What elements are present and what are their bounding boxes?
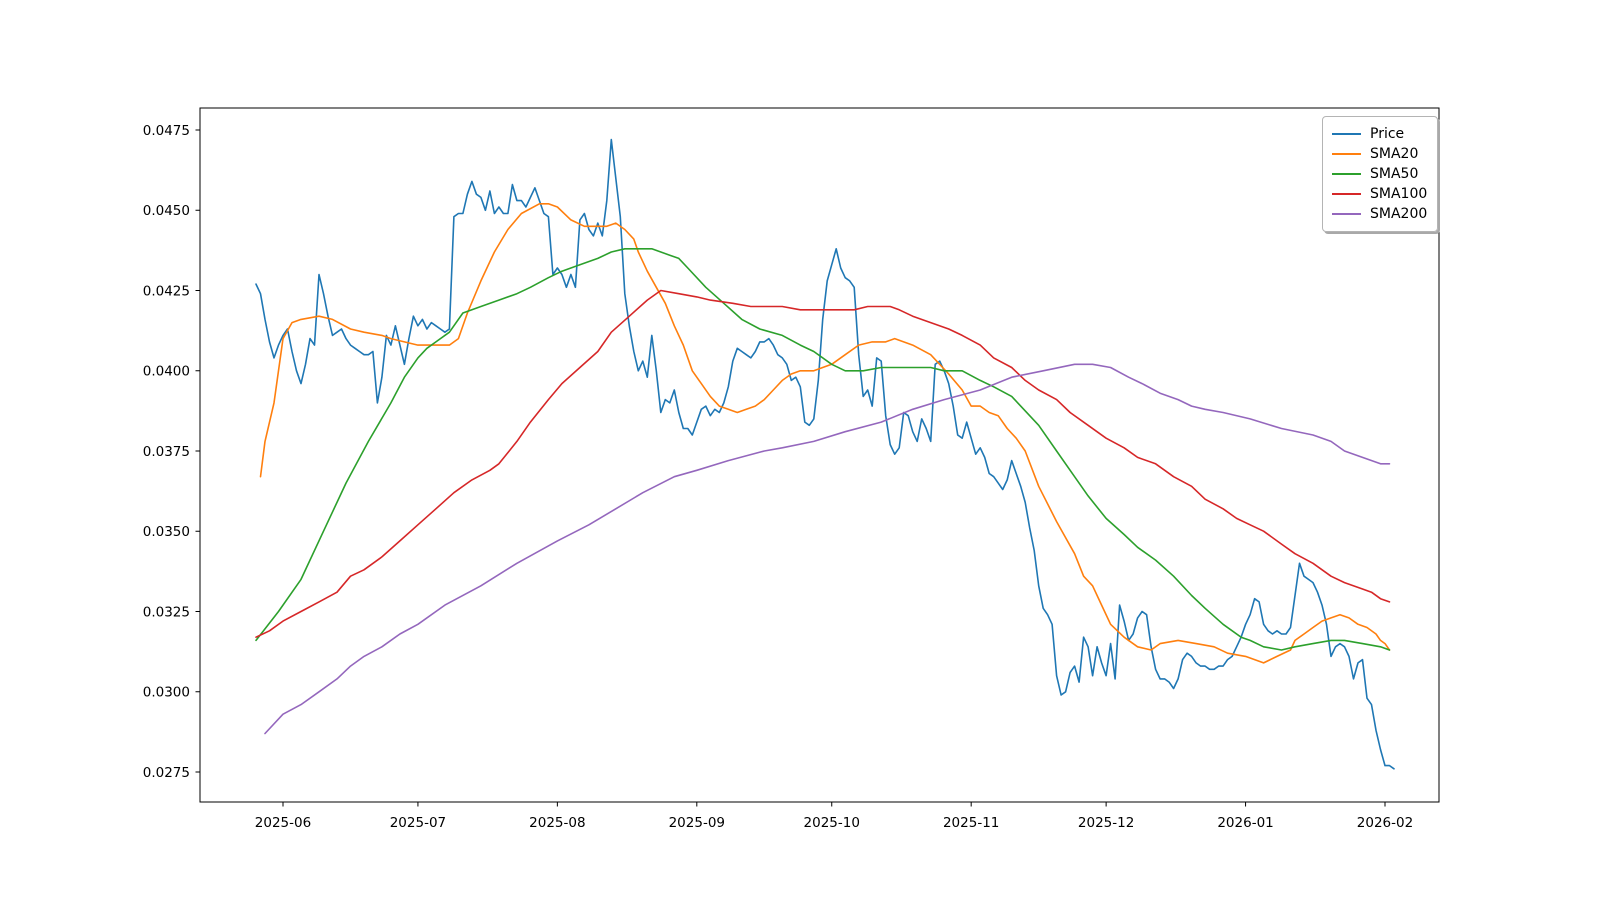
- legend-item-sma20: SMA20: [1332, 144, 1427, 164]
- x-tick-label: 2025-09: [669, 815, 725, 831]
- legend-label: SMA100: [1370, 186, 1428, 202]
- legend-line-sample: [1332, 133, 1361, 135]
- series-line-sma200: [264, 363, 1391, 735]
- y-tick-label: 0.0475: [143, 123, 190, 139]
- y-tick-label: 0.0350: [143, 524, 190, 540]
- legend-line-sample: [1332, 213, 1361, 215]
- legend-item-price: Price: [1332, 124, 1427, 144]
- legend-label: SMA20: [1370, 146, 1419, 162]
- y-tick-label: 0.0300: [143, 685, 190, 701]
- legend-item-sma200: SMA200: [1332, 204, 1427, 224]
- y-tick-label: 0.0325: [143, 604, 190, 620]
- y-tick-label: 0.0450: [143, 203, 190, 219]
- y-tick-label: 0.0375: [143, 444, 190, 460]
- series-line-sma100: [255, 289, 1391, 639]
- x-tick-label: 2025-12: [1078, 815, 1134, 831]
- x-tick-label: 2025-06: [255, 815, 311, 831]
- legend: Price SMA20 SMA50 SMA100 SMA200: [1322, 116, 1439, 232]
- y-tick-label: 0.0275: [143, 765, 190, 781]
- x-tick-label: 2026-01: [1217, 815, 1273, 831]
- legend-label: SMA200: [1370, 206, 1428, 222]
- series-line-price: [255, 138, 1395, 770]
- x-tick-label: 2025-08: [529, 815, 585, 831]
- legend-line-sample: [1332, 193, 1361, 195]
- x-tick-label: 2026-02: [1357, 815, 1413, 831]
- y-tick-label: 0.0400: [143, 364, 190, 380]
- y-tick-label: 0.0425: [143, 283, 190, 299]
- plot-frame: [199, 107, 1440, 803]
- legend-item-sma50: SMA50: [1332, 164, 1427, 184]
- legend-line-sample: [1332, 153, 1361, 155]
- legend-label: SMA50: [1370, 166, 1419, 182]
- x-tick-label: 2025-11: [943, 815, 999, 831]
- x-tick-label: 2025-07: [390, 815, 446, 831]
- x-tick-label: 2025-10: [804, 815, 860, 831]
- series-line-sma20: [259, 203, 1391, 664]
- legend-line-sample: [1332, 173, 1361, 175]
- legend-item-sma100: SMA100: [1332, 184, 1427, 204]
- legend-label: Price: [1370, 126, 1405, 142]
- series-line-sma50: [255, 248, 1391, 651]
